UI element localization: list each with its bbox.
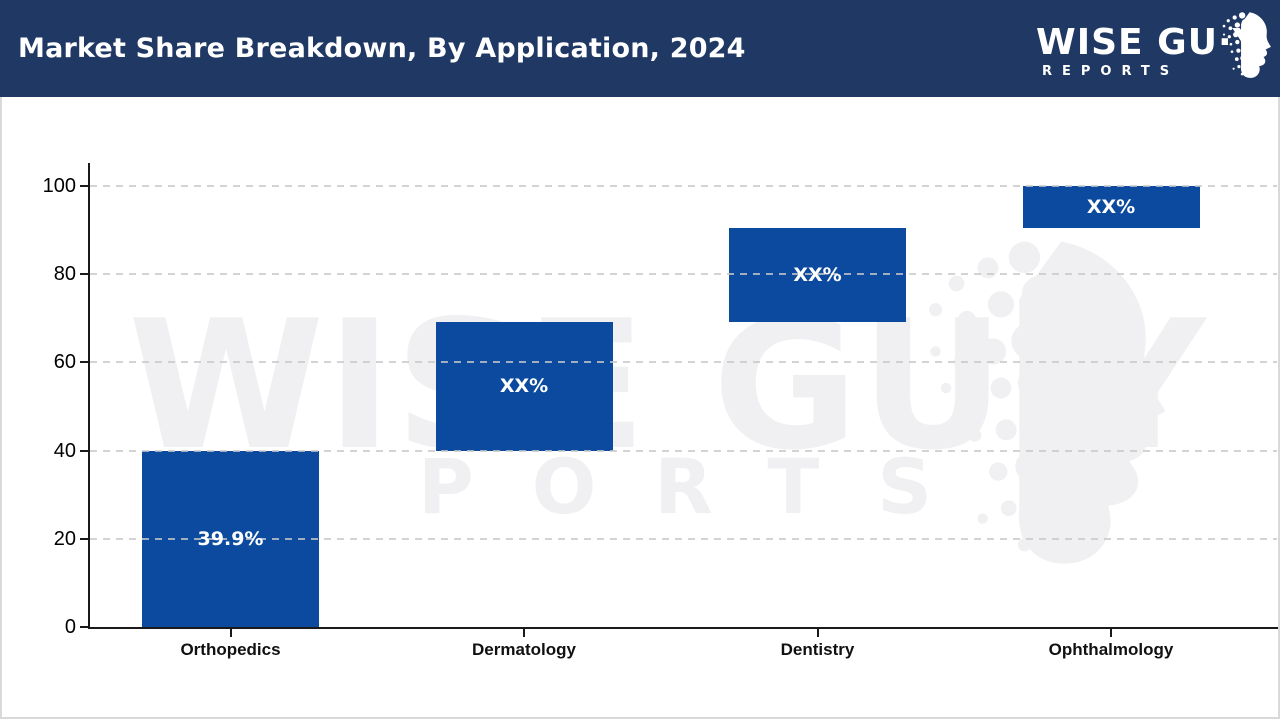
y-tick-label: 20 <box>53 527 76 550</box>
x-tick <box>229 629 232 637</box>
bottom-border <box>0 717 1280 719</box>
y-tick-label: 80 <box>53 263 76 286</box>
gridline-80 <box>90 273 1277 276</box>
x-tick <box>1110 629 1112 637</box>
gridline-100 <box>90 185 1277 187</box>
y-tick <box>80 273 89 276</box>
gridline-20 <box>90 537 1277 540</box>
x-tick <box>523 629 525 637</box>
logo-wordmark: WISE GU·Y <box>1036 22 1260 63</box>
page-title: Market Share Breakdown, By Application, … <box>18 33 746 64</box>
left-border <box>0 97 2 719</box>
y-tick <box>80 185 89 187</box>
y-tick-label: 0 <box>64 616 76 638</box>
watermark-tagline: PORTS <box>418 442 990 531</box>
y-tick-label: 40 <box>53 439 76 462</box>
gridline-40 <box>90 449 1277 452</box>
logo-tagline: REPORTS <box>1042 64 1180 79</box>
x-category-label: Orthopedics <box>180 640 281 659</box>
x-category-label: Dentistry <box>780 640 855 659</box>
gridline-60 <box>90 361 1277 364</box>
bar-value-label: XX% <box>793 264 842 287</box>
x-category-label: Ophthalmology <box>1048 640 1174 659</box>
y-axis-line <box>88 163 90 629</box>
bar-value-label: 39.9% <box>197 528 264 550</box>
bar-value-label: XX% <box>1086 196 1136 219</box>
bar-ophthalmology: XX% <box>1022 186 1200 229</box>
y-tick <box>80 449 89 452</box>
bar-dermatology: XX% <box>435 321 613 452</box>
x-category-label: Dermatology <box>472 640 576 659</box>
y-tick <box>80 626 89 628</box>
y-tick <box>80 361 89 364</box>
x-tick <box>816 629 819 637</box>
dotted-face-icon <box>1208 8 1272 90</box>
wise-guy-logo: WISE GU·Y REPORTS <box>1032 6 1272 92</box>
y-tick-label: 100 <box>42 175 76 197</box>
y-tick <box>80 537 89 540</box>
right-border <box>1278 97 1280 719</box>
header-bar: Market Share Breakdown, By Application, … <box>0 0 1280 97</box>
bar-value-label: XX% <box>499 375 549 398</box>
x-axis-line <box>88 627 1278 629</box>
y-tick-label: 60 <box>53 351 76 374</box>
